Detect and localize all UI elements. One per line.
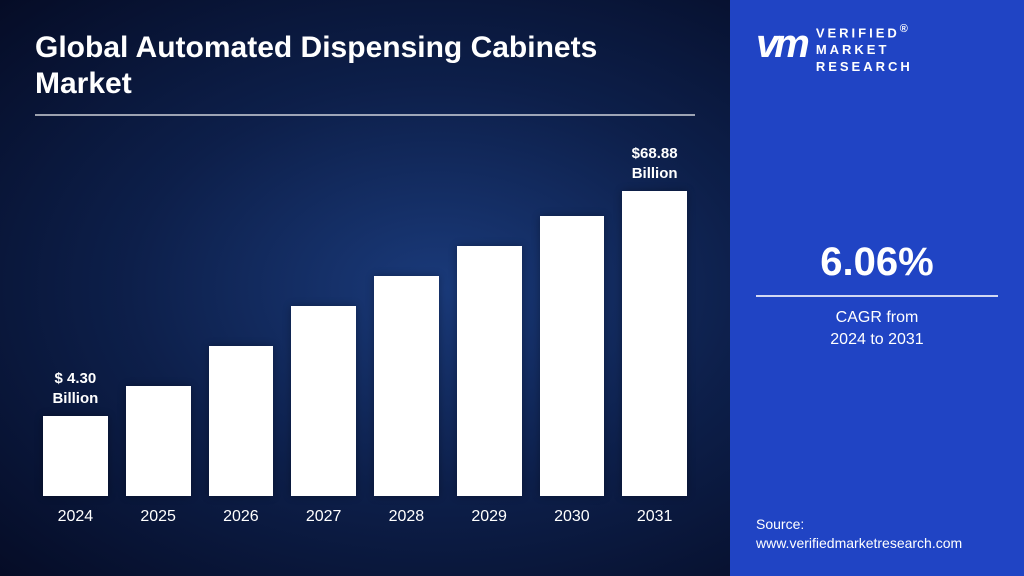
bar-rect (540, 216, 605, 496)
bar-label-last: $68.88 Billion (632, 144, 678, 183)
cagr-value: 6.06% (756, 240, 998, 297)
bar-2031: $68.88 Billion (622, 191, 687, 496)
logo-line: RESEARCH (816, 59, 913, 74)
bar-rect (457, 246, 522, 496)
bar-2028 (374, 276, 439, 496)
bar-chart: $ 4.30 Billion $68.88 Billion 2024 2025 (35, 176, 695, 546)
x-label: 2025 (126, 508, 191, 526)
x-label: 2031 (622, 508, 687, 526)
value-top: $68.88 (632, 145, 678, 162)
bar-2025 (126, 386, 191, 496)
logo-text: VERIFIED® MARKET RESEARCH (816, 22, 913, 76)
bar-2030 (540, 216, 605, 496)
source-block: Source: www.verifiedmarketresearch.com (756, 515, 998, 554)
caption-line: 2024 to 2031 (830, 331, 923, 348)
value-bottom: Billion (52, 390, 98, 407)
page-title: Global Automated Dispensing Cabinets Mar… (35, 30, 695, 116)
bar-rect (209, 346, 274, 496)
bars-container: $ 4.30 Billion $68.88 Billion (35, 176, 695, 496)
bar-label-first: $ 4.30 Billion (52, 369, 98, 408)
logo: vm VERIFIED® MARKET RESEARCH (756, 22, 998, 76)
bar-2024: $ 4.30 Billion (43, 416, 108, 496)
bar-rect (291, 306, 356, 496)
x-label: 2028 (374, 508, 439, 526)
x-label: 2029 (457, 508, 522, 526)
logo-mark: vm (756, 22, 806, 67)
x-label: 2026 (209, 508, 274, 526)
caption-line: CAGR from (836, 309, 919, 326)
logo-line: VERIFIED (816, 25, 900, 40)
value-bottom: Billion (632, 165, 678, 182)
x-label: 2024 (43, 508, 108, 526)
source-label: Source: (756, 516, 804, 532)
chart-panel: Global Automated Dispensing Cabinets Mar… (0, 0, 730, 576)
cagr-block: 6.06% CAGR from 2024 to 2031 (756, 240, 998, 352)
bar-rect (43, 416, 108, 496)
x-axis-labels: 2024 2025 2026 2027 2028 2029 2030 2031 (35, 508, 695, 526)
bar-rect (126, 386, 191, 496)
value-top: $ 4.30 (55, 370, 97, 387)
cagr-caption: CAGR from 2024 to 2031 (756, 307, 998, 352)
bar-2027 (291, 306, 356, 496)
bar-rect (374, 276, 439, 496)
sidebar: vm VERIFIED® MARKET RESEARCH 6.06% CAGR … (730, 0, 1024, 576)
logo-line: MARKET (816, 42, 890, 57)
source-url: www.verifiedmarketresearch.com (756, 535, 962, 551)
bar-2029 (457, 246, 522, 496)
x-label: 2030 (540, 508, 605, 526)
registered-icon: ® (900, 23, 911, 35)
bar-rect (622, 191, 687, 496)
x-label: 2027 (291, 508, 356, 526)
bar-2026 (209, 346, 274, 496)
